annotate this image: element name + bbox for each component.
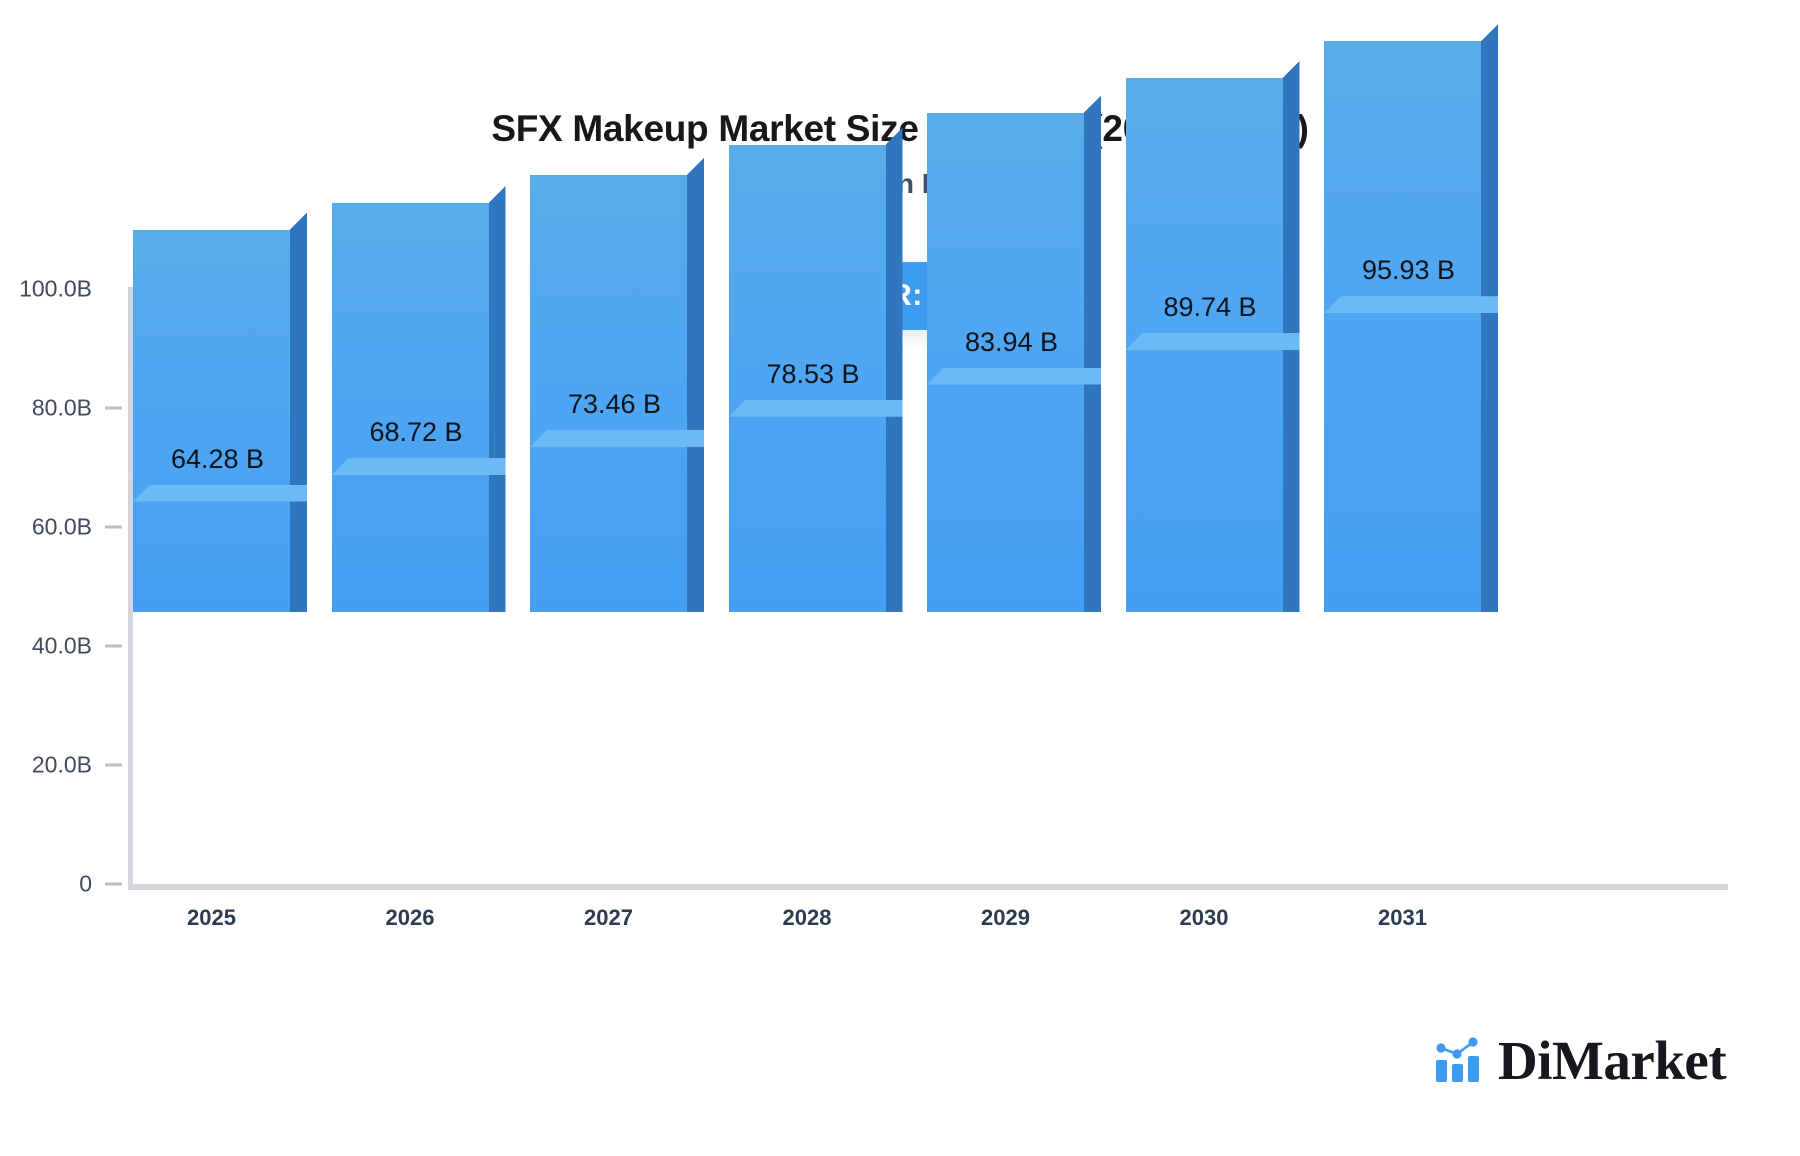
y-axis-tick-label: 100.0B — [19, 275, 92, 302]
bar-value-label: 64.28 B — [170, 443, 265, 474]
x-axis-tick-label: 2025 — [187, 905, 236, 930]
bar-side-face — [687, 157, 704, 612]
x-axis-line — [128, 884, 1728, 890]
bar-side-face — [1084, 95, 1101, 612]
bar-value-label: 78.53 B — [766, 358, 860, 389]
bar-side-face — [488, 186, 506, 612]
bar-top-face — [530, 429, 704, 447]
bar-front-face — [133, 229, 290, 612]
y-axis-line — [128, 287, 133, 887]
y-axis-tick-label: 60.0B — [31, 513, 92, 540]
bar-top-face — [1324, 296, 1498, 314]
bar-top-face — [927, 367, 1101, 385]
bar-2029[interactable] — [927, 0, 1101, 884]
x-axis-tick-label: 2028 — [782, 905, 832, 930]
bar-2030[interactable] — [1125, 0, 1300, 884]
bar-front-face — [728, 144, 886, 612]
bar-2025[interactable] — [133, 0, 307, 884]
y-axis-tick-label: 20.0B — [31, 751, 92, 778]
x-axis-tick-label: 2031 — [1378, 905, 1427, 930]
bar-value-label: 83.94 B — [964, 326, 1059, 357]
brand-logo: DiMarket — [1432, 1030, 1727, 1091]
bar-2027[interactable] — [530, 0, 704, 884]
bar-side-face — [1481, 24, 1498, 612]
bar-top-face — [331, 458, 506, 476]
y-axis-tick-mark — [105, 882, 122, 886]
x-axis-tick-label: 2026 — [385, 905, 435, 930]
bar-value-label: 68.72 B — [369, 417, 463, 448]
bar-side-face — [290, 212, 307, 612]
bar-top-face — [1125, 333, 1300, 351]
bar-front-face — [1324, 41, 1481, 612]
bar-2031[interactable] — [1324, 0, 1498, 884]
x-axis-tick-label: 2029 — [981, 905, 1030, 930]
bar-top-face — [133, 484, 307, 502]
y-axis-tick-label: 80.0B — [31, 394, 92, 421]
x-axis-tick-label: 2027 — [584, 905, 633, 930]
bar-front-face — [927, 112, 1084, 612]
y-axis-tick-mark — [105, 406, 122, 410]
bar-value-label: 73.46 B — [567, 388, 662, 419]
y-axis-tick-label: 0 — [79, 870, 92, 897]
y-axis-tick-mark — [105, 525, 122, 529]
brand-name: DiMarket — [1498, 1030, 1727, 1091]
x-axis-tick-label: 2030 — [1179, 905, 1229, 930]
bar-chart-icon — [1432, 1032, 1484, 1089]
bar-2028[interactable] — [728, 0, 903, 884]
bar-value-label: 89.74 B — [1163, 292, 1257, 323]
y-axis-tick-label: 40.0B — [31, 632, 92, 659]
bar-front-face — [530, 174, 687, 612]
bar-side-face — [885, 127, 903, 612]
y-axis-tick-mark — [105, 644, 122, 648]
bar-value-label: 95.93 B — [1361, 255, 1456, 286]
y-axis-tick-mark — [105, 763, 122, 767]
bar-top-face — [728, 399, 903, 417]
bar-2026[interactable] — [331, 0, 506, 884]
bar-front-face — [331, 203, 489, 612]
